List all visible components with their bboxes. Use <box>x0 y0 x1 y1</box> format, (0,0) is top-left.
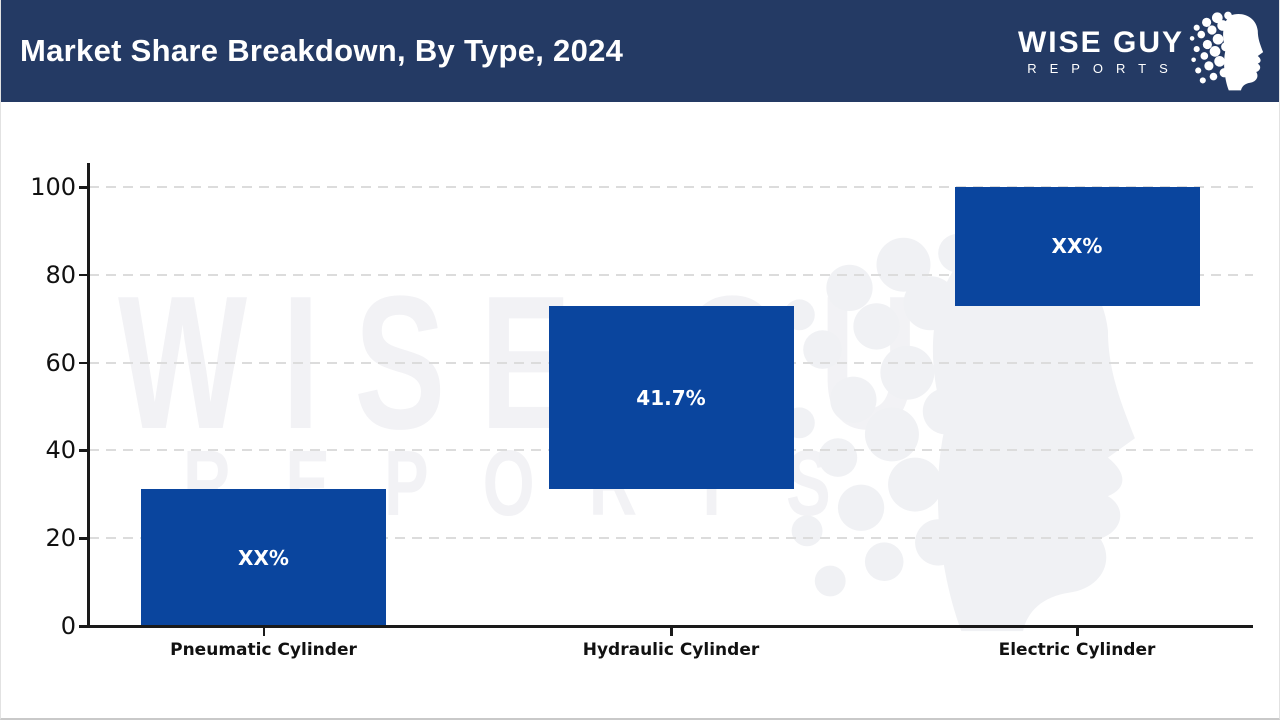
y-tick-mark <box>79 273 87 277</box>
y-tick-label: 20 <box>45 524 76 553</box>
bar-segment: 41.7% <box>548 305 794 490</box>
y-tick-label: 40 <box>45 436 76 465</box>
y-tick-label: 100 <box>30 173 76 201</box>
x-tick-mark <box>670 627 673 636</box>
y-tick-mark <box>79 537 87 540</box>
x-axis-line <box>87 625 1253 628</box>
chart-title: Market Share Breakdown, By Type, 2024 <box>20 33 624 68</box>
y-tick-label: 0 <box>60 612 76 640</box>
x-category-label: Hydraulic Cylinder <box>582 640 760 660</box>
header: Market Share Breakdown, By Type, 2024 WI… <box>0 0 1280 102</box>
y-axis-line <box>87 163 90 628</box>
grid-line <box>89 273 1253 276</box>
y-tick-mark <box>79 186 87 189</box>
y-tick-mark <box>79 361 87 365</box>
logo-text: WISE GUY REPORTS <box>1017 25 1184 76</box>
x-category-label: Electric Cylinder <box>998 640 1156 660</box>
y-tick-mark <box>79 449 87 452</box>
x-tick-mark <box>1076 627 1079 636</box>
x-tick-mark <box>262 627 265 636</box>
grid-line <box>89 186 1253 188</box>
y-tick-mark <box>79 625 87 628</box>
wise-guy-reports-logo: WISE GUY REPORTS <box>1018 9 1270 93</box>
logo-wordmark: WISE GUY <box>1017 25 1184 59</box>
grid-line <box>89 537 1253 540</box>
bar-value-label: XX% <box>1051 234 1103 259</box>
bar-segment: XX% <box>141 489 386 626</box>
logo-face-icon <box>1186 9 1270 93</box>
y-tick-label: 60 <box>45 348 76 377</box>
bar-segment: XX% <box>954 187 1200 306</box>
bar-value-label: 41.7% <box>636 385 706 410</box>
logo-subtitle: REPORTS <box>1027 60 1181 76</box>
x-category-label: Pneumatic Cylinder <box>170 640 357 660</box>
bar-value-label: XX% <box>238 545 289 570</box>
y-tick-label: 80 <box>45 260 76 289</box>
